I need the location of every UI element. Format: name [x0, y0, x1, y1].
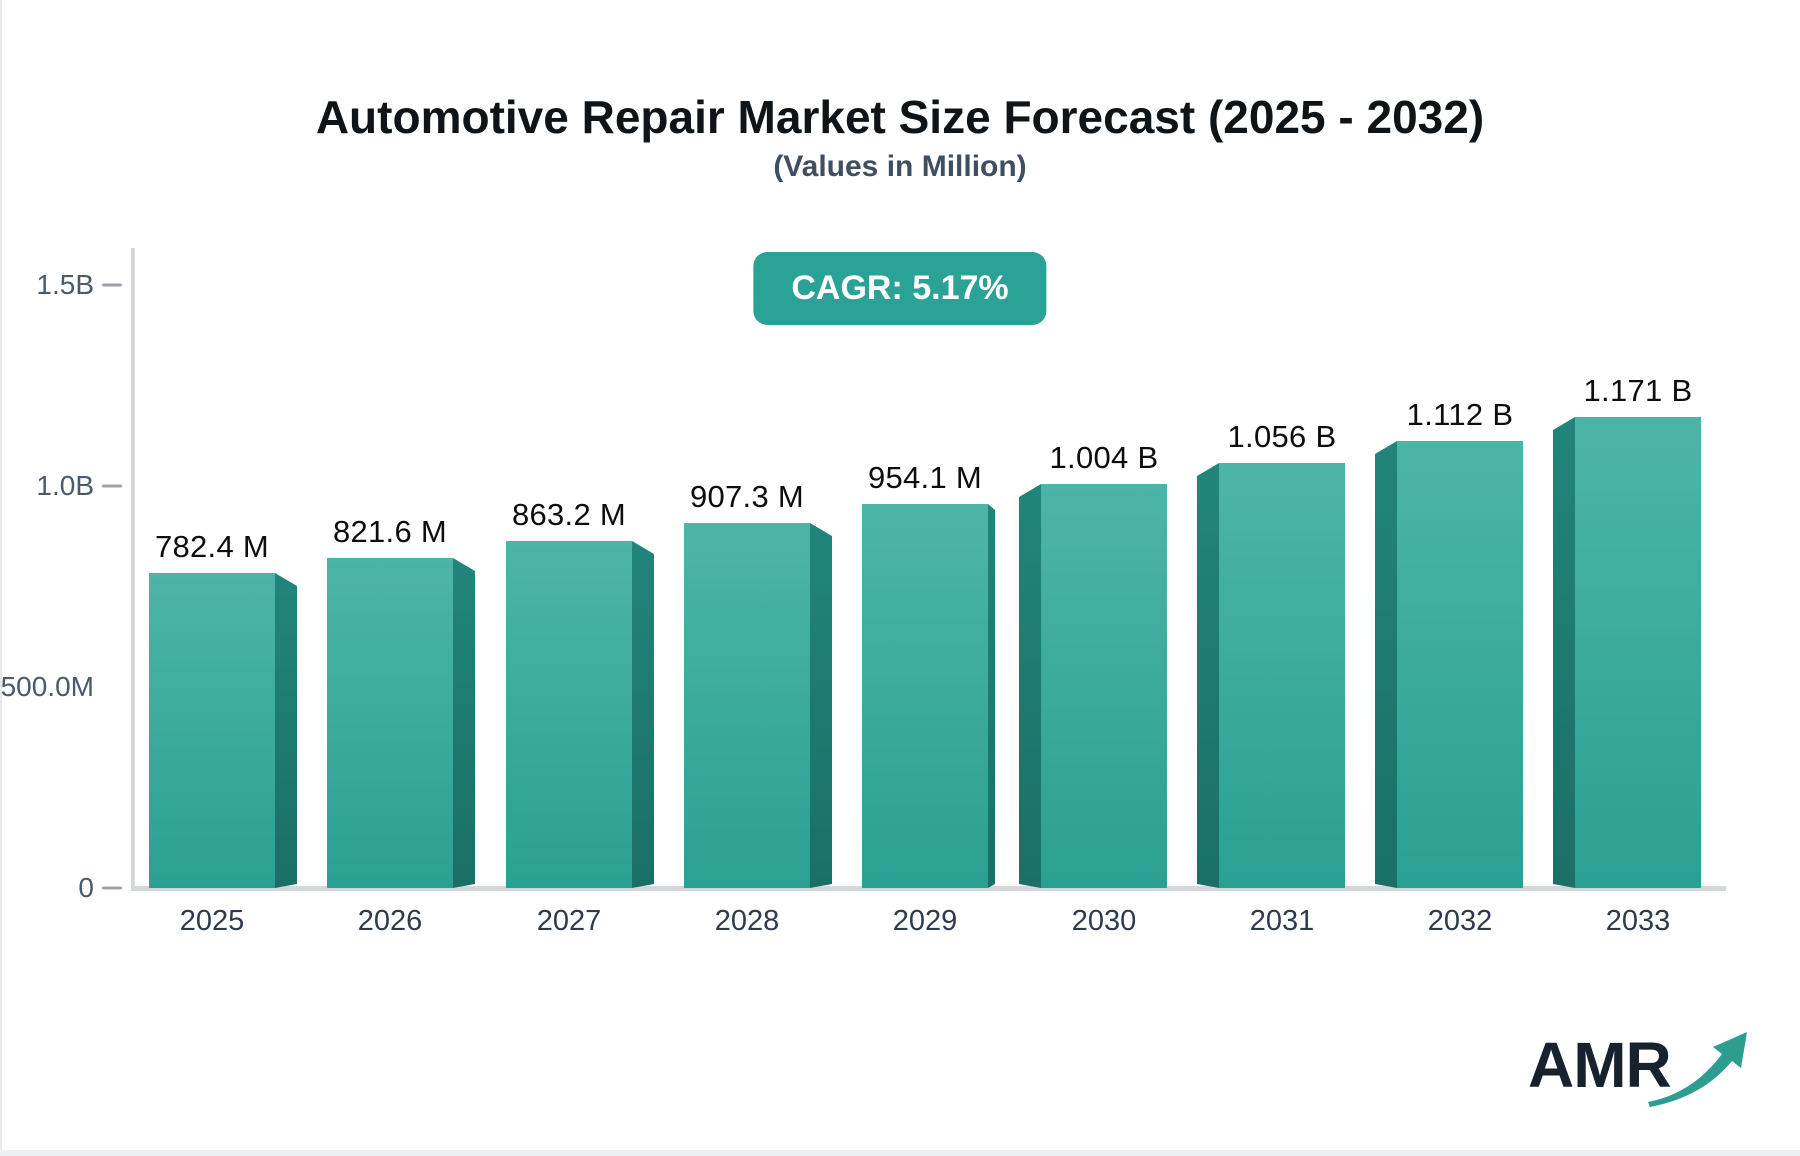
bar-front-face	[1219, 463, 1345, 888]
bar-value-label-2029: 954.1 M	[867, 460, 983, 495]
bar-front-face	[506, 541, 632, 888]
y-axis-tick	[102, 886, 122, 890]
bar-side-face	[1019, 484, 1041, 888]
bar-2025	[149, 573, 297, 888]
bar-side-face	[275, 573, 297, 888]
card-bottom-edge	[0, 1150, 1800, 1156]
bar-value-label-2032: 1.112 B	[1406, 397, 1514, 432]
x-axis-label-2029: 2029	[892, 905, 958, 937]
bar-value-label-2025: 782.4 M	[154, 529, 270, 564]
bar-front-face	[327, 558, 453, 888]
bar-side-face	[453, 558, 475, 888]
x-axis-label-2030: 2030	[1071, 905, 1137, 937]
x-axis-label-2032: 2032	[1427, 905, 1493, 937]
bar-value-label-2033: 1.171 B	[1583, 373, 1693, 408]
bar-side-face	[1553, 417, 1575, 888]
y-axis-label-1.0B: 1.0B	[36, 470, 94, 501]
x-axis-label-2025: 2025	[179, 905, 245, 937]
y-axis-tick	[102, 283, 122, 287]
bar-front-face	[684, 523, 810, 888]
bar-side-face	[632, 541, 654, 888]
bar-side-face	[810, 523, 832, 888]
amr-logo: AMR	[1528, 1028, 1747, 1118]
bar-value-label-2028: 907.3 M	[689, 479, 805, 514]
cagr-badge: CAGR: 5.17%	[753, 252, 1047, 325]
x-axis-label-2026: 2026	[357, 905, 423, 937]
bar-front-face	[1041, 484, 1167, 888]
bar-2029	[862, 504, 995, 888]
bar-front-face	[149, 573, 275, 888]
bar-2027	[506, 541, 654, 888]
x-axis-label-2028: 2028	[714, 905, 780, 937]
y-axis-tick	[102, 484, 122, 488]
bar-value-label-2027: 863.2 M	[511, 497, 627, 532]
bar-2030	[1019, 484, 1167, 888]
bar-value-label-2030: 1.004 B	[1049, 440, 1159, 475]
chart-title: Automotive Repair Market Size Forecast (…	[315, 91, 1485, 143]
bar-side-face	[988, 504, 995, 888]
x-axis-label-2033: 2033	[1605, 905, 1671, 937]
bar-front-face	[862, 504, 988, 888]
y-axis-label-500.0M: 500.0M	[0, 671, 94, 702]
bar-side-face	[1197, 463, 1219, 888]
x-axis-label-2031: 2031	[1249, 905, 1315, 937]
y-axis-line	[131, 248, 135, 890]
growth-arrow-icon	[1648, 1032, 1747, 1107]
x-axis-line	[131, 886, 1726, 891]
amr-logo-text: AMR	[1528, 1029, 1672, 1101]
card-left-edge	[0, 0, 2, 1156]
y-axis-label-1.5B: 1.5B	[36, 269, 94, 300]
bar-2033	[1553, 417, 1701, 888]
bar-2026	[327, 558, 475, 888]
bar-value-label-2031: 1.056 B	[1227, 419, 1337, 454]
bar-front-face	[1397, 441, 1523, 888]
bar-2031	[1197, 463, 1345, 888]
y-axis-label-0: 0	[78, 872, 94, 903]
x-axis-label-2027: 2027	[536, 905, 602, 937]
chart-subtitle: (Values in Million)	[773, 150, 1027, 183]
bar-2028	[684, 523, 832, 888]
bar-2032	[1375, 441, 1523, 888]
bar-value-label-2026: 821.6 M	[332, 514, 448, 549]
bar-front-face	[1575, 417, 1701, 888]
bar-side-face	[1375, 441, 1397, 888]
